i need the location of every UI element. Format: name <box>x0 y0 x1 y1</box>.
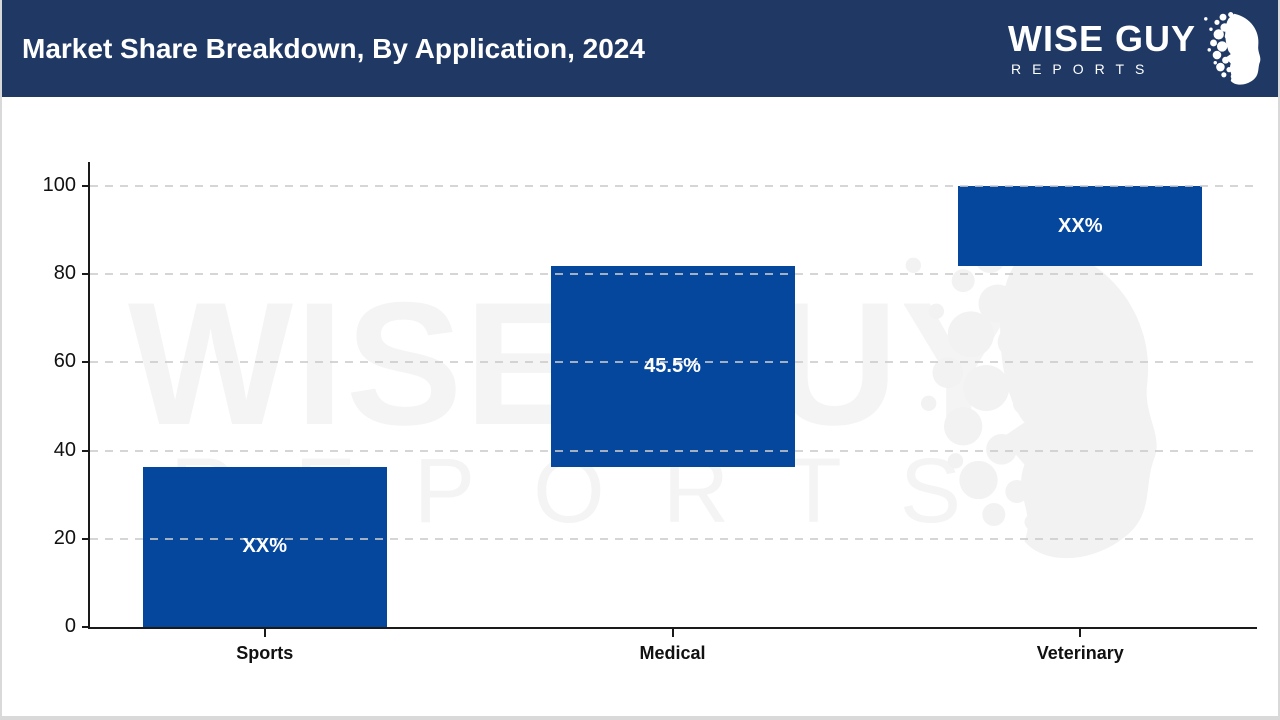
x-axis <box>88 627 1257 629</box>
x-tick-mark <box>671 629 674 637</box>
brand-logo: WISE GUY REPORTS <box>1008 8 1266 90</box>
y-tick-label: 0 <box>64 615 76 637</box>
bar-sports <box>142 466 387 627</box>
y-tick-label: 40 <box>53 438 76 461</box>
y-tick-mark <box>82 626 90 628</box>
gridline <box>90 537 1255 540</box>
x-category-label: Veterinary <box>1036 643 1124 663</box>
x-category-label: Sports <box>236 643 294 663</box>
brand-reports-text: REPORTS <box>1010 61 1156 77</box>
y-tick-label: 60 <box>53 350 76 373</box>
x-tick-mark <box>263 629 266 637</box>
page-title: Market Share Breakdown, By Application, … <box>22 33 645 64</box>
wiseguy-face-icon <box>1204 12 1261 85</box>
gridline <box>90 273 1255 276</box>
gridline <box>90 449 1255 452</box>
x-tick-mark <box>1079 629 1082 637</box>
y-tick-mark <box>82 185 90 187</box>
y-tick-label: 80 <box>53 262 76 285</box>
plot-area: XX% 45.5% XX% <box>90 162 1255 627</box>
bar-veterinary <box>958 186 1203 267</box>
y-tick-label: 100 <box>42 174 76 196</box>
bar-medical <box>550 266 795 467</box>
gridline <box>90 361 1255 364</box>
y-tick-mark <box>82 449 90 452</box>
brand-name-text: WISE GUY <box>1007 18 1196 59</box>
x-category-label: Medical <box>639 643 706 663</box>
brand-wordmark: WISE GUY REPORTS <box>1007 18 1196 78</box>
y-tick-mark <box>82 361 90 364</box>
header: Market Share Breakdown, By Application, … <box>2 0 1278 97</box>
chart: WISE GUY REPORTS XX% 45.5% XX% 0 20 40 60 80 10… <box>2 97 1278 716</box>
gridline <box>90 185 1255 187</box>
y-axis <box>88 162 90 629</box>
y-tick-label: 20 <box>53 526 76 549</box>
y-tick-mark <box>82 273 90 276</box>
y-tick-mark <box>82 537 90 540</box>
